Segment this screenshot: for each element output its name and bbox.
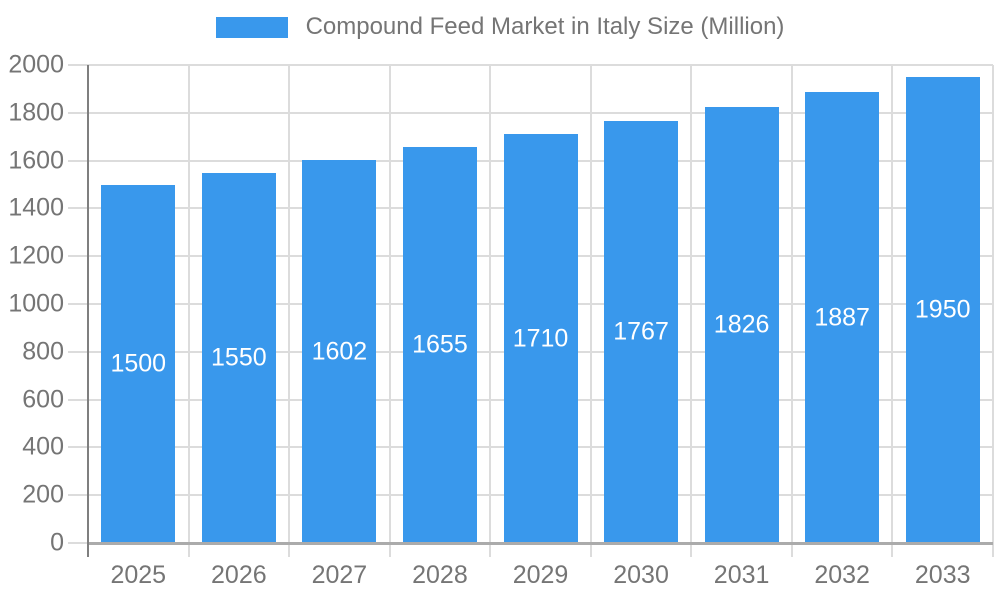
y-axis-label-600: 600 xyxy=(22,385,64,414)
bar-value-label-2026: 1550 xyxy=(211,343,267,372)
h-gridline-2000 xyxy=(88,64,993,66)
y-axis-label-400: 400 xyxy=(22,432,64,461)
y-tick-1800 xyxy=(68,111,88,114)
y-tick-1600 xyxy=(68,159,88,162)
bar-value-label-2032: 1887 xyxy=(814,303,870,331)
x-axis-label-2026: 2026 xyxy=(211,561,267,589)
x-tick-4 xyxy=(489,543,492,557)
v-gridline-7 xyxy=(790,65,793,543)
bar-2027[interactable] xyxy=(302,160,377,543)
x-axis-label-2031: 2031 xyxy=(713,561,770,589)
x-tick-6 xyxy=(690,543,693,557)
y-tick-2000 xyxy=(68,64,88,66)
v-gridline-2 xyxy=(288,65,291,543)
x-tick-9 xyxy=(992,543,994,557)
y-axis-label-1600: 1600 xyxy=(8,146,64,175)
y-tick-0 xyxy=(68,542,88,544)
x-axis-label-2030: 2030 xyxy=(613,561,669,589)
v-gridline-8 xyxy=(891,65,894,543)
y-axis-label-1200: 1200 xyxy=(8,241,64,270)
v-gridline-3 xyxy=(388,65,391,543)
bar-2026[interactable] xyxy=(201,172,276,543)
bar-2031[interactable] xyxy=(704,106,779,543)
h-gridline-1800 xyxy=(88,111,993,114)
bar-2033[interactable] xyxy=(905,76,980,543)
bar-value-label-2033: 1950 xyxy=(914,295,971,324)
y-axis-label-1000: 1000 xyxy=(8,289,64,318)
bar-2032[interactable] xyxy=(805,92,880,543)
x-axis-label-2032: 2032 xyxy=(814,561,870,589)
y-axis-label-1400: 1400 xyxy=(8,193,64,222)
bar-value-label-2025: 1500 xyxy=(110,349,167,378)
legend-swatch xyxy=(215,16,288,38)
bar-value-label-2029: 1710 xyxy=(512,324,569,353)
x-axis-line xyxy=(88,542,993,545)
y-axis-label-1800: 1800 xyxy=(8,98,64,127)
x-tick-2 xyxy=(288,543,291,557)
bar-value-label-2031: 1826 xyxy=(713,310,770,339)
x-tick-8 xyxy=(891,543,894,557)
legend-item[interactable]: Compound Feed Market in Italy Size (Mill… xyxy=(0,13,1000,40)
v-gridline-1 xyxy=(187,65,190,543)
v-gridline-5 xyxy=(589,65,592,543)
bar-2028[interactable] xyxy=(402,147,477,543)
bar-value-label-2028: 1655 xyxy=(412,330,468,359)
v-gridline-6 xyxy=(690,65,693,543)
x-tick-7 xyxy=(790,543,793,557)
bar-value-label-2030: 1767 xyxy=(613,317,669,346)
x-axis-label-2033: 2033 xyxy=(914,561,971,589)
x-tick-3 xyxy=(388,543,391,557)
v-gridline-9 xyxy=(992,65,994,543)
y-axis-line xyxy=(87,65,89,557)
y-axis-label-800: 800 xyxy=(22,337,64,366)
y-axis-label-200: 200 xyxy=(22,480,64,509)
bar-2030[interactable] xyxy=(604,120,679,543)
y-tick-600 xyxy=(68,398,88,401)
y-tick-800 xyxy=(68,350,88,353)
x-axis-label-2025: 2025 xyxy=(110,561,167,589)
y-tick-1400 xyxy=(68,207,88,210)
x-tick-1 xyxy=(187,543,190,557)
y-tick-200 xyxy=(68,494,88,497)
y-axis-label-0: 0 xyxy=(50,528,64,557)
x-tick-5 xyxy=(589,543,592,557)
x-axis-label-2028: 2028 xyxy=(412,561,468,589)
y-axis-label-2000: 2000 xyxy=(8,50,64,79)
bar-2029[interactable] xyxy=(503,134,578,543)
x-axis-label-2027: 2027 xyxy=(311,561,368,589)
x-axis-label-2029: 2029 xyxy=(512,561,569,589)
bar-2025[interactable] xyxy=(101,184,176,543)
v-gridline-4 xyxy=(489,65,492,543)
y-tick-1000 xyxy=(68,303,88,305)
legend-label: Compound Feed Market in Italy Size (Mill… xyxy=(305,13,785,40)
bar-value-label-2027: 1602 xyxy=(311,337,368,366)
y-tick-1200 xyxy=(68,255,88,258)
y-tick-400 xyxy=(68,446,88,449)
